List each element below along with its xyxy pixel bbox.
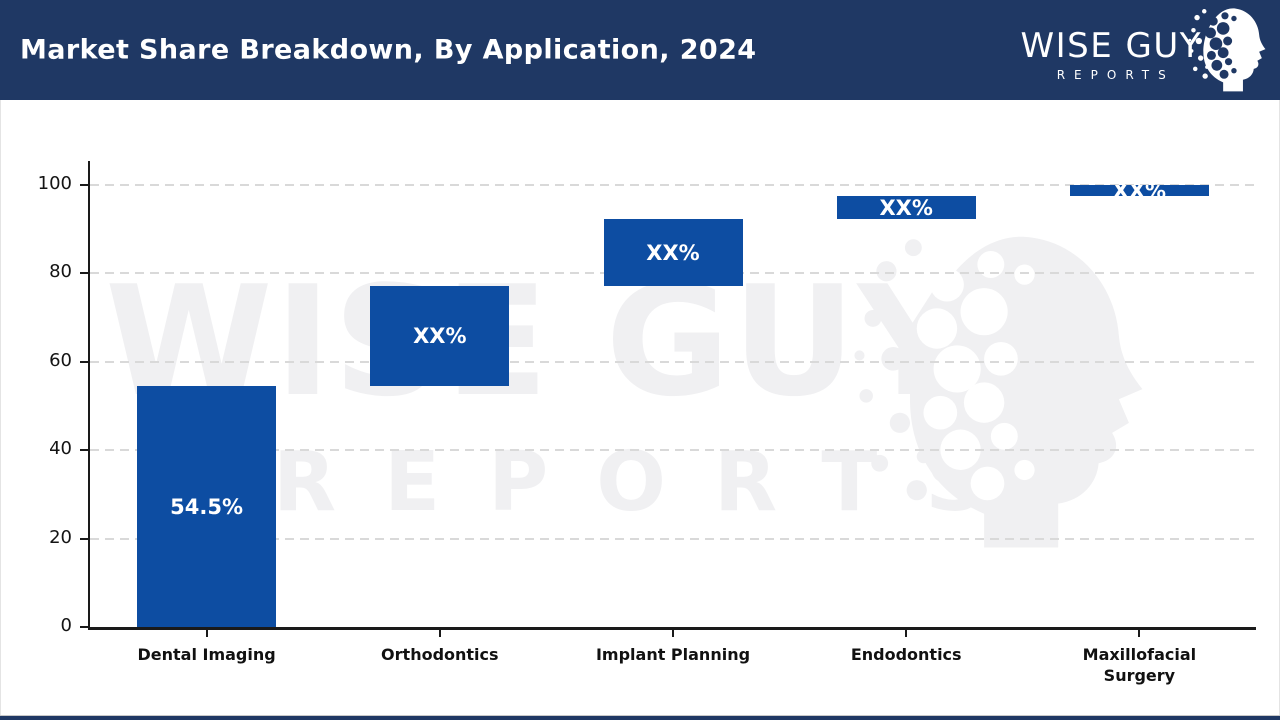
bar-segment: XX% bbox=[836, 196, 976, 220]
watermark-subtitle: REPORTS bbox=[273, 435, 1033, 530]
bar-segment: 54.5% bbox=[137, 386, 277, 627]
x-tick-mark-4 bbox=[1138, 630, 1141, 637]
bar-value-label: XX% bbox=[646, 240, 700, 265]
logo-wordmark: WISE GUY bbox=[1020, 25, 1202, 66]
y-tick-mark-60 bbox=[80, 360, 88, 363]
y-tick-label-60: 60 bbox=[49, 349, 72, 371]
bar-segment: XX% bbox=[1069, 185, 1209, 197]
bar-value-label: XX% bbox=[1113, 185, 1166, 196]
plot-area: 0 20 40 60 80 100 54.5% Dental Imaging XX% Orthod… bbox=[38, 161, 1256, 685]
y-tick-mark-0 bbox=[80, 626, 88, 628]
footer-bar bbox=[0, 716, 1280, 720]
header: Market Share Breakdown, By Application, … bbox=[0, 0, 1280, 100]
bar-value-label: 54.5% bbox=[170, 494, 244, 519]
gridline-100 bbox=[90, 184, 1256, 186]
gridline-40 bbox=[90, 449, 1256, 452]
gridline-60 bbox=[90, 360, 1256, 363]
logo-text: WISE GUY REPORTS bbox=[1020, 29, 1202, 82]
y-tick-mark-80 bbox=[80, 272, 88, 275]
gridline-20 bbox=[90, 537, 1256, 540]
y-tick-label-20: 20 bbox=[49, 526, 72, 548]
x-category-label: Endodontics bbox=[850, 645, 962, 664]
x-category-label: Dental Imaging bbox=[137, 645, 276, 664]
y-tick-label-80: 80 bbox=[49, 261, 72, 283]
footer-divider bbox=[0, 715, 1280, 716]
wise-guy-logo: WISE GUY REPORTS bbox=[1020, 5, 1272, 95]
head-profile-icon bbox=[1188, 8, 1266, 92]
x-category-label: Orthodontics bbox=[381, 645, 499, 664]
y-tick-mark-100 bbox=[80, 184, 88, 186]
x-tick-mark-0 bbox=[205, 630, 208, 637]
bar-value-label: XX% bbox=[879, 196, 933, 220]
logo-subtitle: REPORTS bbox=[1056, 67, 1175, 82]
y-tick-label-100: 100 bbox=[37, 173, 72, 194]
bar-value-label: XX% bbox=[413, 323, 467, 348]
chart-region: WISE GUY REPORTS 0 20 40 60 80 100 54.5% Dental… bbox=[0, 100, 1280, 716]
bar-segment: XX% bbox=[370, 285, 510, 387]
x-tick-mark-2 bbox=[672, 630, 674, 637]
y-tick-label-0: 0 bbox=[60, 615, 72, 636]
x-tick-mark-1 bbox=[438, 630, 441, 637]
x-category-label: Maxillofacial Surgery bbox=[1082, 645, 1197, 685]
y-tick-label-40: 40 bbox=[49, 438, 72, 460]
x-axis-spine bbox=[88, 627, 1256, 630]
x-tick-mark-3 bbox=[905, 630, 908, 637]
y-tick-mark-20 bbox=[80, 537, 88, 540]
y-axis-spine bbox=[88, 161, 90, 630]
x-category-label: Implant Planning bbox=[595, 645, 751, 664]
page-title: Market Share Breakdown, By Application, … bbox=[20, 34, 757, 66]
y-tick-mark-40 bbox=[80, 449, 88, 452]
bar-segment: XX% bbox=[603, 219, 743, 286]
